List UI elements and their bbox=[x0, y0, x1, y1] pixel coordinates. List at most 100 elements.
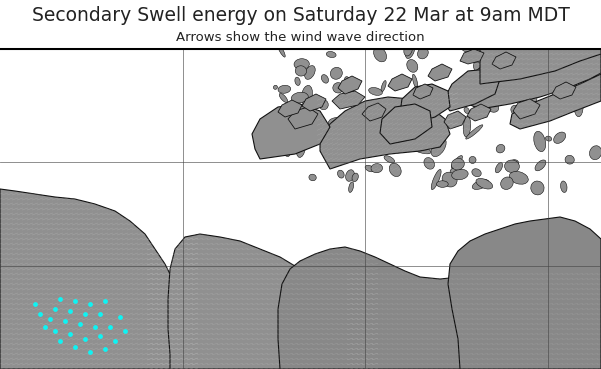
Ellipse shape bbox=[364, 122, 377, 138]
Ellipse shape bbox=[294, 120, 307, 127]
Polygon shape bbox=[252, 104, 330, 159]
Point bbox=[60, 318, 70, 324]
Point bbox=[100, 298, 110, 304]
Ellipse shape bbox=[296, 122, 305, 134]
Ellipse shape bbox=[273, 85, 278, 89]
Point bbox=[85, 301, 95, 307]
Point bbox=[142, 349, 152, 355]
Ellipse shape bbox=[489, 54, 502, 69]
Polygon shape bbox=[510, 74, 601, 129]
Polygon shape bbox=[460, 49, 484, 64]
Ellipse shape bbox=[587, 44, 597, 55]
Ellipse shape bbox=[456, 91, 463, 100]
Ellipse shape bbox=[424, 158, 435, 169]
Ellipse shape bbox=[305, 66, 316, 79]
Point bbox=[50, 306, 60, 312]
Ellipse shape bbox=[422, 122, 426, 133]
Polygon shape bbox=[400, 84, 450, 124]
Ellipse shape bbox=[472, 169, 481, 177]
Point bbox=[100, 346, 110, 352]
Point bbox=[95, 333, 105, 339]
Ellipse shape bbox=[569, 63, 578, 72]
Ellipse shape bbox=[535, 160, 546, 171]
Ellipse shape bbox=[294, 59, 310, 70]
Polygon shape bbox=[168, 234, 365, 369]
Ellipse shape bbox=[418, 48, 429, 59]
Point bbox=[63, 286, 72, 292]
Polygon shape bbox=[338, 76, 362, 94]
Ellipse shape bbox=[442, 172, 457, 187]
Ellipse shape bbox=[346, 108, 358, 122]
Ellipse shape bbox=[450, 168, 462, 176]
Point bbox=[90, 324, 100, 330]
Point bbox=[79, 344, 89, 350]
Point bbox=[35, 311, 45, 317]
Point bbox=[40, 324, 50, 330]
Polygon shape bbox=[332, 91, 365, 109]
Ellipse shape bbox=[561, 181, 567, 193]
Ellipse shape bbox=[565, 155, 575, 164]
Ellipse shape bbox=[498, 44, 509, 54]
Ellipse shape bbox=[510, 160, 519, 167]
Ellipse shape bbox=[291, 132, 307, 148]
Ellipse shape bbox=[369, 135, 380, 143]
Point bbox=[43, 354, 52, 359]
Point bbox=[138, 326, 148, 332]
Ellipse shape bbox=[331, 130, 350, 138]
Ellipse shape bbox=[338, 170, 344, 178]
Polygon shape bbox=[362, 103, 386, 121]
Ellipse shape bbox=[301, 85, 313, 105]
Ellipse shape bbox=[381, 80, 386, 92]
Ellipse shape bbox=[349, 182, 353, 192]
Ellipse shape bbox=[472, 179, 489, 189]
Point bbox=[149, 327, 159, 332]
Point bbox=[120, 328, 130, 334]
Text: Arrows show the wind wave direction: Arrows show the wind wave direction bbox=[176, 31, 425, 44]
Ellipse shape bbox=[344, 87, 354, 93]
Point bbox=[80, 311, 90, 317]
Ellipse shape bbox=[432, 169, 441, 190]
Point bbox=[85, 349, 95, 355]
Point bbox=[147, 314, 157, 320]
Ellipse shape bbox=[411, 94, 425, 97]
Polygon shape bbox=[302, 94, 326, 111]
Polygon shape bbox=[513, 99, 540, 119]
Ellipse shape bbox=[279, 93, 288, 103]
Ellipse shape bbox=[344, 77, 350, 83]
Ellipse shape bbox=[463, 116, 471, 137]
Ellipse shape bbox=[379, 127, 392, 141]
Ellipse shape bbox=[438, 92, 442, 98]
Text: Secondary Swell energy on Saturday 22 Mar at 9am MDT: Secondary Swell energy on Saturday 22 Ma… bbox=[32, 6, 569, 25]
Ellipse shape bbox=[553, 92, 572, 104]
Ellipse shape bbox=[496, 46, 515, 58]
Ellipse shape bbox=[464, 107, 469, 114]
Polygon shape bbox=[552, 82, 576, 99]
Ellipse shape bbox=[333, 83, 344, 93]
Polygon shape bbox=[380, 104, 432, 144]
Point bbox=[30, 301, 40, 307]
Ellipse shape bbox=[368, 87, 382, 95]
Point bbox=[65, 308, 75, 314]
Ellipse shape bbox=[451, 158, 465, 170]
Ellipse shape bbox=[531, 181, 544, 195]
Point bbox=[105, 324, 115, 330]
Ellipse shape bbox=[501, 177, 513, 189]
Point bbox=[55, 338, 65, 344]
Ellipse shape bbox=[526, 110, 538, 122]
Ellipse shape bbox=[277, 44, 285, 57]
Ellipse shape bbox=[404, 43, 412, 56]
Polygon shape bbox=[320, 97, 450, 169]
Ellipse shape bbox=[261, 116, 282, 125]
Ellipse shape bbox=[587, 57, 601, 72]
Ellipse shape bbox=[484, 100, 499, 112]
Ellipse shape bbox=[411, 145, 431, 154]
Ellipse shape bbox=[436, 181, 448, 187]
Point bbox=[75, 321, 85, 327]
Point bbox=[114, 308, 123, 314]
Ellipse shape bbox=[511, 105, 520, 115]
Ellipse shape bbox=[446, 106, 460, 109]
Polygon shape bbox=[467, 104, 491, 121]
Ellipse shape bbox=[278, 136, 290, 156]
Ellipse shape bbox=[347, 111, 358, 131]
Ellipse shape bbox=[346, 170, 355, 181]
